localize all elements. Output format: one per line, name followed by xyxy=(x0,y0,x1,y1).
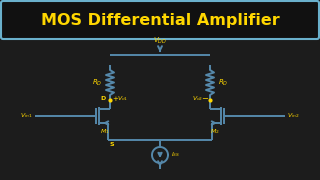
Text: +: + xyxy=(112,96,118,102)
FancyBboxPatch shape xyxy=(1,1,319,39)
Text: MOS Differential Amplifier: MOS Differential Amplifier xyxy=(41,12,279,28)
Text: $V_{o1}$: $V_{o1}$ xyxy=(117,94,128,103)
Text: $M_1$: $M_1$ xyxy=(100,127,110,136)
Text: $V_{DD}$: $V_{DD}$ xyxy=(153,36,167,46)
Text: $V_{o2}$: $V_{o2}$ xyxy=(192,94,203,103)
Text: $I_{SS}$: $I_{SS}$ xyxy=(171,150,180,159)
Text: S: S xyxy=(110,142,115,147)
Text: −: − xyxy=(201,94,208,103)
Text: $M_2$: $M_2$ xyxy=(210,127,220,136)
Text: $R_D$: $R_D$ xyxy=(92,77,102,88)
Text: D: D xyxy=(101,96,106,102)
Text: $V_{in2}$: $V_{in2}$ xyxy=(287,112,300,120)
Text: $V_{in1}$: $V_{in1}$ xyxy=(20,112,33,120)
Text: $R_D$: $R_D$ xyxy=(218,77,228,88)
